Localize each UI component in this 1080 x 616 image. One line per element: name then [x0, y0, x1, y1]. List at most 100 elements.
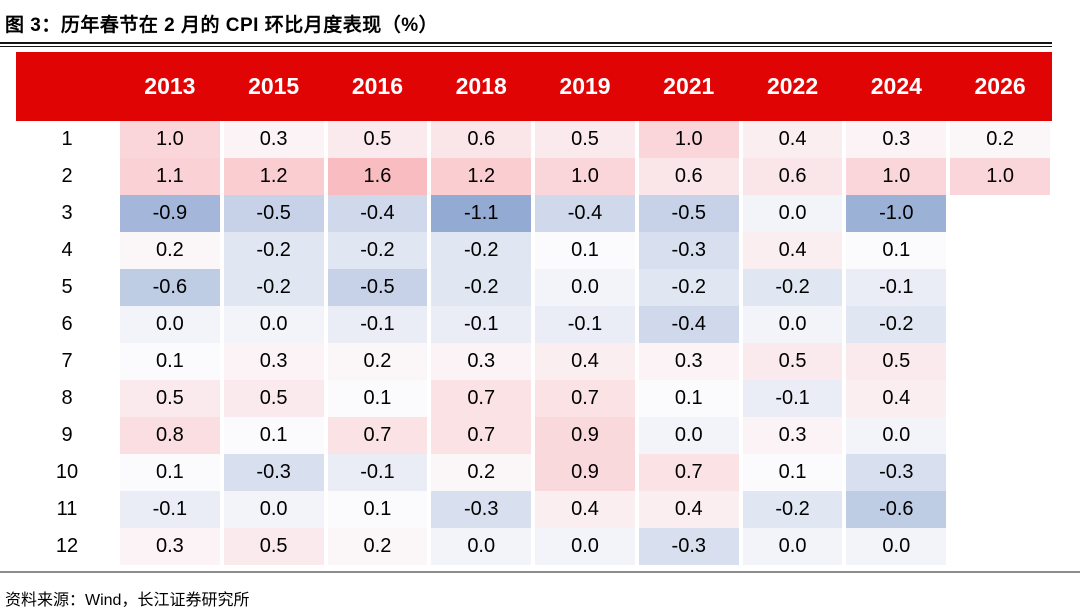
heatmap-cell-2015-m5: -0.2 — [221, 269, 326, 306]
heatmap-cell-2022-m7: 0.5 — [740, 343, 845, 380]
heatmap-cell-2024-m2: 1.0 — [844, 158, 949, 195]
heatmap-cell-2013-m12: 0.3 — [118, 528, 222, 565]
table-row-month-2: 2 1.1 1.2 1.6 1.2 1.0 0.6 0.6 1.0 1.0 — [16, 158, 1052, 195]
heatmap-cell-2018-m5: -0.2 — [429, 269, 534, 306]
heatmap-cell-2018-m2: 1.2 — [429, 158, 534, 195]
heatmap-cell-2015-m8: 0.5 — [221, 380, 326, 417]
heatmap-cell-2024-m12: 0.0 — [844, 528, 949, 565]
table-row-month-7: 7 0.1 0.3 0.2 0.3 0.4 0.3 0.5 0.5 — [16, 343, 1052, 380]
table-row-month-3: 3 -0.9 -0.5 -0.4 -1.1 -0.4 -0.5 0.0 -1.0 — [16, 195, 1052, 232]
table-row-month-4: 4 0.2 -0.2 -0.2 -0.2 0.1 -0.3 0.4 0.1 — [16, 232, 1052, 269]
heatmap-cell-2024-m11: -0.6 — [844, 491, 949, 528]
heatmap-cell-2019-m7: 0.4 — [533, 343, 637, 380]
heatmap-cell-2022-m2: 0.6 — [740, 158, 845, 195]
month-label: 12 — [16, 528, 118, 565]
heatmap-cell-2015-m2: 1.2 — [221, 158, 326, 195]
month-label: 9 — [16, 417, 118, 454]
heatmap-cell-2022-m4: 0.4 — [740, 232, 845, 269]
heatmap-cell-2026-m8 — [948, 380, 1052, 417]
month-label: 4 — [16, 232, 118, 269]
table-row-month-6: 6 0.0 0.0 -0.1 -0.1 -0.1 -0.4 0.0 -0.2 — [16, 306, 1052, 343]
month-label: 1 — [16, 121, 118, 158]
heatmap-cell-2016-m9: 0.7 — [325, 417, 430, 454]
heatmap-cell-2024-m1: 0.3 — [844, 121, 949, 158]
heatmap-cell-2024-m6: -0.2 — [844, 306, 949, 343]
heatmap-cell-2015-m7: 0.3 — [221, 343, 326, 380]
month-label: 5 — [16, 269, 118, 306]
heatmap-cell-2019-m2: 1.0 — [533, 158, 637, 195]
heatmap-cell-2019-m3: -0.4 — [533, 195, 637, 232]
heatmap-cell-2021-m11: 0.4 — [636, 491, 741, 528]
year-header-2022: 2022 — [766, 73, 819, 99]
heatmap-cell-2026-m12 — [948, 528, 1052, 565]
title-rule — [0, 42, 1052, 47]
heatmap-cell-2018-m9: 0.7 — [429, 417, 534, 454]
heatmap-cell-2015-m3: -0.5 — [221, 195, 326, 232]
heatmap-cell-2018-m12: 0.0 — [429, 528, 534, 565]
table-row-month-9: 9 0.8 0.1 0.7 0.7 0.9 0.0 0.3 0.0 — [16, 417, 1052, 454]
heatmap-cell-2015-m9: 0.1 — [221, 417, 326, 454]
heatmap-cell-2016-m12: 0.2 — [325, 528, 430, 565]
heatmap-cell-2013-m2: 1.1 — [118, 158, 222, 195]
heatmap-cell-2015-m12: 0.5 — [221, 528, 326, 565]
heatmap-cell-2013-m1: 1.0 — [118, 121, 222, 158]
heatmap-cell-2026-m1: 0.2 — [948, 121, 1052, 158]
heatmap-cell-2021-m12: -0.3 — [636, 528, 741, 565]
heatmap-cell-2013-m7: 0.1 — [118, 343, 222, 380]
table-row-month-11: 11 -0.1 0.0 0.1 -0.3 0.4 0.4 -0.2 -0.6 — [16, 491, 1052, 528]
heatmap-cell-2018-m10: 0.2 — [429, 454, 534, 491]
heatmap-cell-2019-m12: 0.0 — [533, 528, 637, 565]
heatmap-cell-2022-m1: 0.4 — [740, 121, 845, 158]
heatmap-cell-2018-m6: -0.1 — [429, 306, 534, 343]
heatmap-cell-2026-m11 — [948, 491, 1052, 528]
heatmap-cell-2024-m5: -0.1 — [844, 269, 949, 306]
heatmap-cell-2021-m1: 1.0 — [636, 121, 741, 158]
heatmap-cell-2018-m7: 0.3 — [429, 343, 534, 380]
heatmap-cell-2021-m6: -0.4 — [636, 306, 741, 343]
heatmap-cell-2024-m4: 0.1 — [844, 232, 949, 269]
heatmap-cell-2022-m6: 0.0 — [740, 306, 845, 343]
heatmap-cell-2021-m3: -0.5 — [636, 195, 741, 232]
heatmap-cell-2026-m3 — [948, 195, 1052, 232]
table-body: 1 1.0 0.3 0.5 0.6 0.5 1.0 0.4 0.3 0.2 2 1.1 1.2 1.6 1.… — [16, 121, 1052, 565]
heatmap-cell-2019-m8: 0.7 — [533, 380, 637, 417]
heatmap-cell-2019-m5: 0.0 — [533, 269, 637, 306]
year-header-2021: 2021 — [663, 73, 715, 99]
heatmap-cell-2026-m5 — [948, 269, 1052, 306]
heatmap-cell-2019-m10: 0.9 — [533, 454, 637, 491]
heatmap-cell-2019-m6: -0.1 — [533, 306, 637, 343]
heatmap-cell-2016-m11: 0.1 — [325, 491, 430, 528]
heatmap-cell-2018-m3: -1.1 — [429, 195, 534, 232]
heatmap-cell-2026-m6 — [948, 306, 1052, 343]
month-label: 10 — [16, 454, 118, 491]
heatmap-cell-2019-m1: 0.5 — [533, 121, 637, 158]
heatmap-cell-2018-m11: -0.3 — [429, 491, 534, 528]
heatmap-cell-2024-m7: 0.5 — [844, 343, 949, 380]
heatmap-cell-2019-m11: 0.4 — [533, 491, 637, 528]
heatmap-cell-2022-m11: -0.2 — [740, 491, 845, 528]
heatmap-cell-2016-m7: 0.2 — [325, 343, 430, 380]
heatmap-cell-2016-m4: -0.2 — [325, 232, 430, 269]
figure-title: 图 3：历年春节在 2 月的 CPI 环比月度表现（%） — [5, 15, 439, 36]
heatmap-cell-2015-m11: 0.0 — [221, 491, 326, 528]
month-label: 7 — [16, 343, 118, 380]
heatmap-cell-2024-m10: -0.3 — [844, 454, 949, 491]
month-label: 6 — [16, 306, 118, 343]
year-header-2013: 2013 — [144, 73, 196, 99]
heatmap-cell-2016-m2: 1.6 — [325, 158, 430, 195]
heatmap-cell-2018-m8: 0.7 — [429, 380, 534, 417]
heatmap-cell-2026-m2: 1.0 — [948, 158, 1052, 195]
heatmap-cell-2021-m2: 0.6 — [636, 158, 741, 195]
heatmap-cell-2013-m11: -0.1 — [118, 491, 222, 528]
heatmap-cell-2024-m8: 0.4 — [844, 380, 949, 417]
heatmap-cell-2013-m3: -0.9 — [118, 195, 222, 232]
heatmap-cell-2022-m5: -0.2 — [740, 269, 845, 306]
year-header-2024: 2024 — [870, 73, 922, 99]
heatmap-cell-2019-m9: 0.9 — [533, 417, 637, 454]
table-row-month-12: 12 0.3 0.5 0.2 0.0 0.0 -0.3 0.0 0.0 — [16, 528, 1052, 565]
heatmap-cell-2026-m4 — [948, 232, 1052, 269]
table-row-month-5: 5 -0.6 -0.2 -0.5 -0.2 0.0 -0.2 -0.2 -0.1 — [16, 269, 1052, 306]
month-label: 3 — [16, 195, 118, 232]
heatmap-cell-2022-m10: 0.1 — [740, 454, 845, 491]
